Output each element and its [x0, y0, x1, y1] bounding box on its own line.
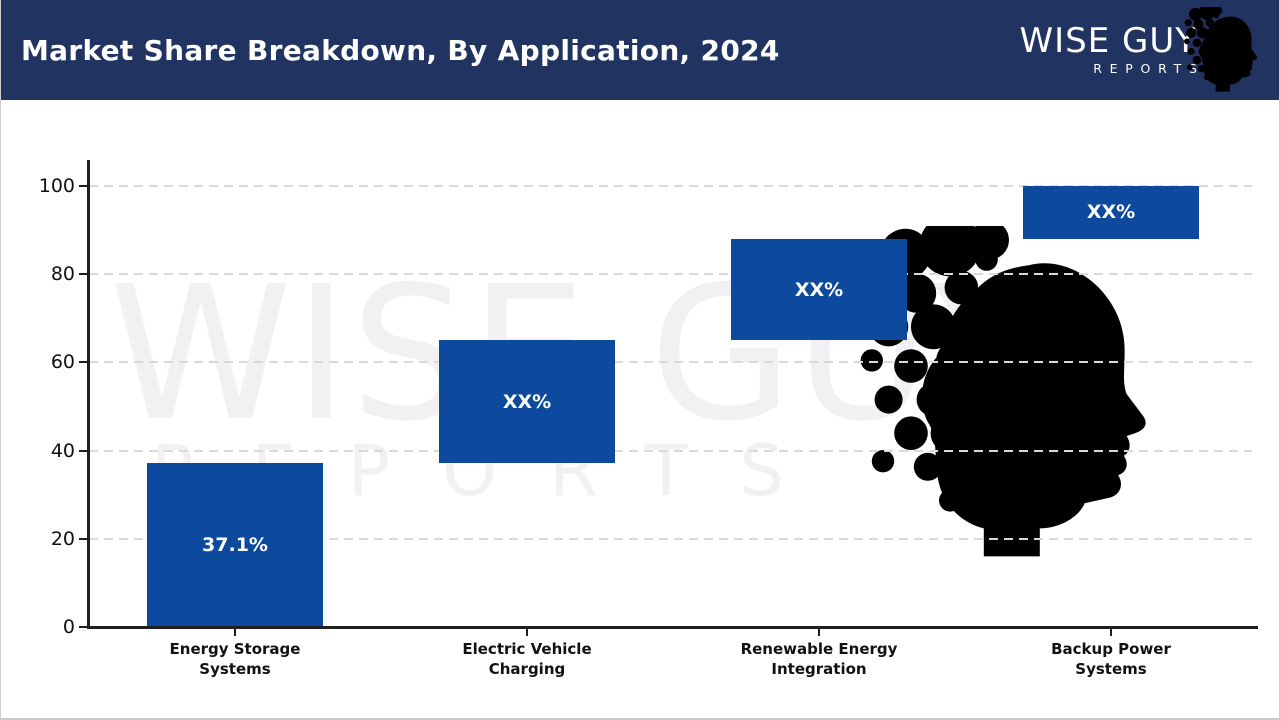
x-category-label: Renewable Energy Integration [740, 640, 898, 678]
bar-value-label: XX% [1086, 201, 1136, 224]
logo-wordmark: WISE GUY [1019, 20, 1197, 61]
bar-segment: XX% [731, 238, 907, 341]
brand-logo: WISE GUY REPORTS [1019, 7, 1265, 93]
y-tick-label: 40 [50, 439, 75, 462]
y-tick-label: 20 [50, 527, 75, 550]
y-tick-mark [79, 626, 87, 628]
y-gridline [89, 449, 1252, 452]
x-axis-spine [87, 626, 1258, 629]
bar-segment: 37.1% [147, 463, 323, 627]
y-gridline [89, 185, 1252, 187]
y-axis-spine [87, 160, 90, 629]
y-tick-mark [79, 537, 87, 540]
bar-segment: XX% [439, 340, 615, 464]
y-tick-label: 60 [50, 351, 75, 374]
y-tick-mark [79, 449, 87, 452]
bar-value-label: 37.1% [202, 534, 268, 557]
y-tick-label: 100 [38, 175, 75, 197]
x-category-label: Backup Power Systems [1051, 640, 1171, 678]
y-tick-label: 0 [62, 616, 75, 638]
y-tick-mark [79, 361, 87, 364]
bar-value-label: XX% [794, 278, 844, 301]
logo-subtext: REPORTS [1093, 61, 1205, 77]
x-tick-mark [818, 628, 820, 636]
page-title: Market Share Breakdown, By Application, … [21, 33, 780, 67]
y-tick-label: 80 [50, 263, 75, 286]
logo-dot-head-icon [1179, 7, 1265, 93]
y-gridline [89, 361, 1252, 364]
bar-segment: XX% [1023, 186, 1199, 239]
y-tick-mark [79, 273, 87, 276]
y-tick-mark [79, 185, 87, 187]
header: Market Share Breakdown, By Application, … [1, 0, 1279, 100]
brand-logo-text: WISE GUY REPORTS [1019, 20, 1197, 76]
bar-value-label: XX% [502, 390, 552, 413]
x-tick-mark [234, 628, 236, 636]
y-gridline [89, 273, 1252, 276]
x-category-label: Energy Storage Systems [169, 640, 301, 678]
y-gridline [89, 537, 1252, 540]
x-tick-mark [526, 628, 528, 636]
x-category-label: Electric Vehicle Charging [462, 640, 592, 678]
x-tick-mark [1110, 628, 1112, 636]
